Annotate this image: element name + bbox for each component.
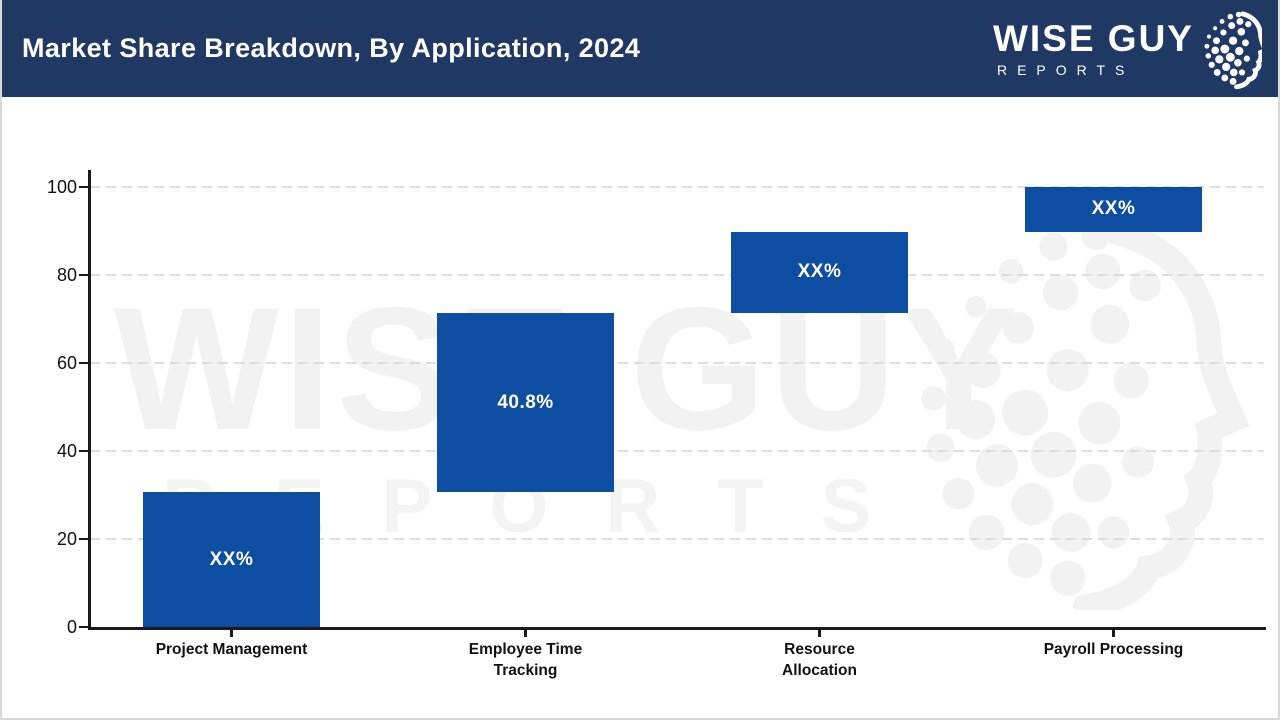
y-tick-label: 80: [56, 265, 77, 285]
waterfall-bar-2: 40.8%: [437, 312, 614, 493]
bar-value-label: XX%: [209, 548, 254, 570]
gridline-20: [90, 538, 1264, 540]
brand-name: WISE GUY: [992, 18, 1194, 59]
chart-title: Market Share Breakdown, By Application, …: [22, 33, 641, 63]
x-tick-mark: [230, 630, 233, 637]
x-tick-label-line: Resource: [784, 641, 855, 658]
face-logo-icon: [1204, 10, 1262, 89]
plot-area: WISE GUY REPORTS XX% 40.8% XX% XX% 0 20 40 60 8…: [2, 97, 1278, 718]
x-tick-mark: [524, 630, 527, 637]
x-axis-line: [88, 627, 1266, 630]
gridline-60: [90, 362, 1264, 364]
y-tick-label: 0: [66, 617, 77, 637]
y-tick-mark: [79, 626, 88, 628]
y-tick-label: 60: [56, 353, 77, 373]
x-tick-label-line: Project Management: [155, 641, 308, 658]
y-tick-mark: [79, 450, 88, 452]
x-tick-label: Project Management: [97, 639, 367, 660]
gridline-40: [90, 450, 1264, 452]
y-tick-label: 20: [56, 529, 77, 549]
y-tick-mark: [79, 186, 88, 188]
waterfall-bar-1: XX%: [143, 492, 320, 627]
x-tick-label: Resource Allocation: [685, 639, 955, 681]
waterfall-bar-3: XX%: [731, 231, 908, 313]
header-bar: Market Share Breakdown, By Application, …: [2, 0, 1278, 97]
gridline-80: [90, 274, 1264, 276]
brand-logo-text: WISE GUY REPORTS: [993, 20, 1194, 77]
y-tick-mark: [79, 538, 88, 540]
gridline-100: [90, 186, 1264, 188]
x-tick-label-line: Employee Time: [468, 641, 583, 658]
bar-value-label: 40.8%: [497, 391, 554, 413]
x-tick-label-line: Allocation: [782, 662, 857, 679]
waterfall-bar-4: XX%: [1025, 187, 1202, 232]
y-tick-label: 40: [56, 441, 77, 461]
x-tick-mark: [818, 630, 821, 637]
brand-tagline: REPORTS: [996, 62, 1135, 78]
bar-value-label: XX%: [797, 261, 842, 283]
y-tick-mark: [79, 274, 88, 276]
brand-logo: WISE GUY REPORTS: [993, 9, 1262, 89]
y-tick-mark: [79, 362, 88, 364]
x-tick-mark: [1112, 630, 1115, 637]
y-axis-line: [88, 170, 91, 630]
y-tick-label: 100: [46, 177, 77, 197]
x-tick-label-line: Tracking: [493, 662, 558, 679]
bar-value-label: XX%: [1091, 198, 1136, 220]
x-tick-label: Employee Time Tracking: [391, 639, 661, 681]
x-tick-label: Payroll Processing: [979, 639, 1249, 660]
x-tick-label-line: Payroll Processing: [1043, 641, 1184, 658]
